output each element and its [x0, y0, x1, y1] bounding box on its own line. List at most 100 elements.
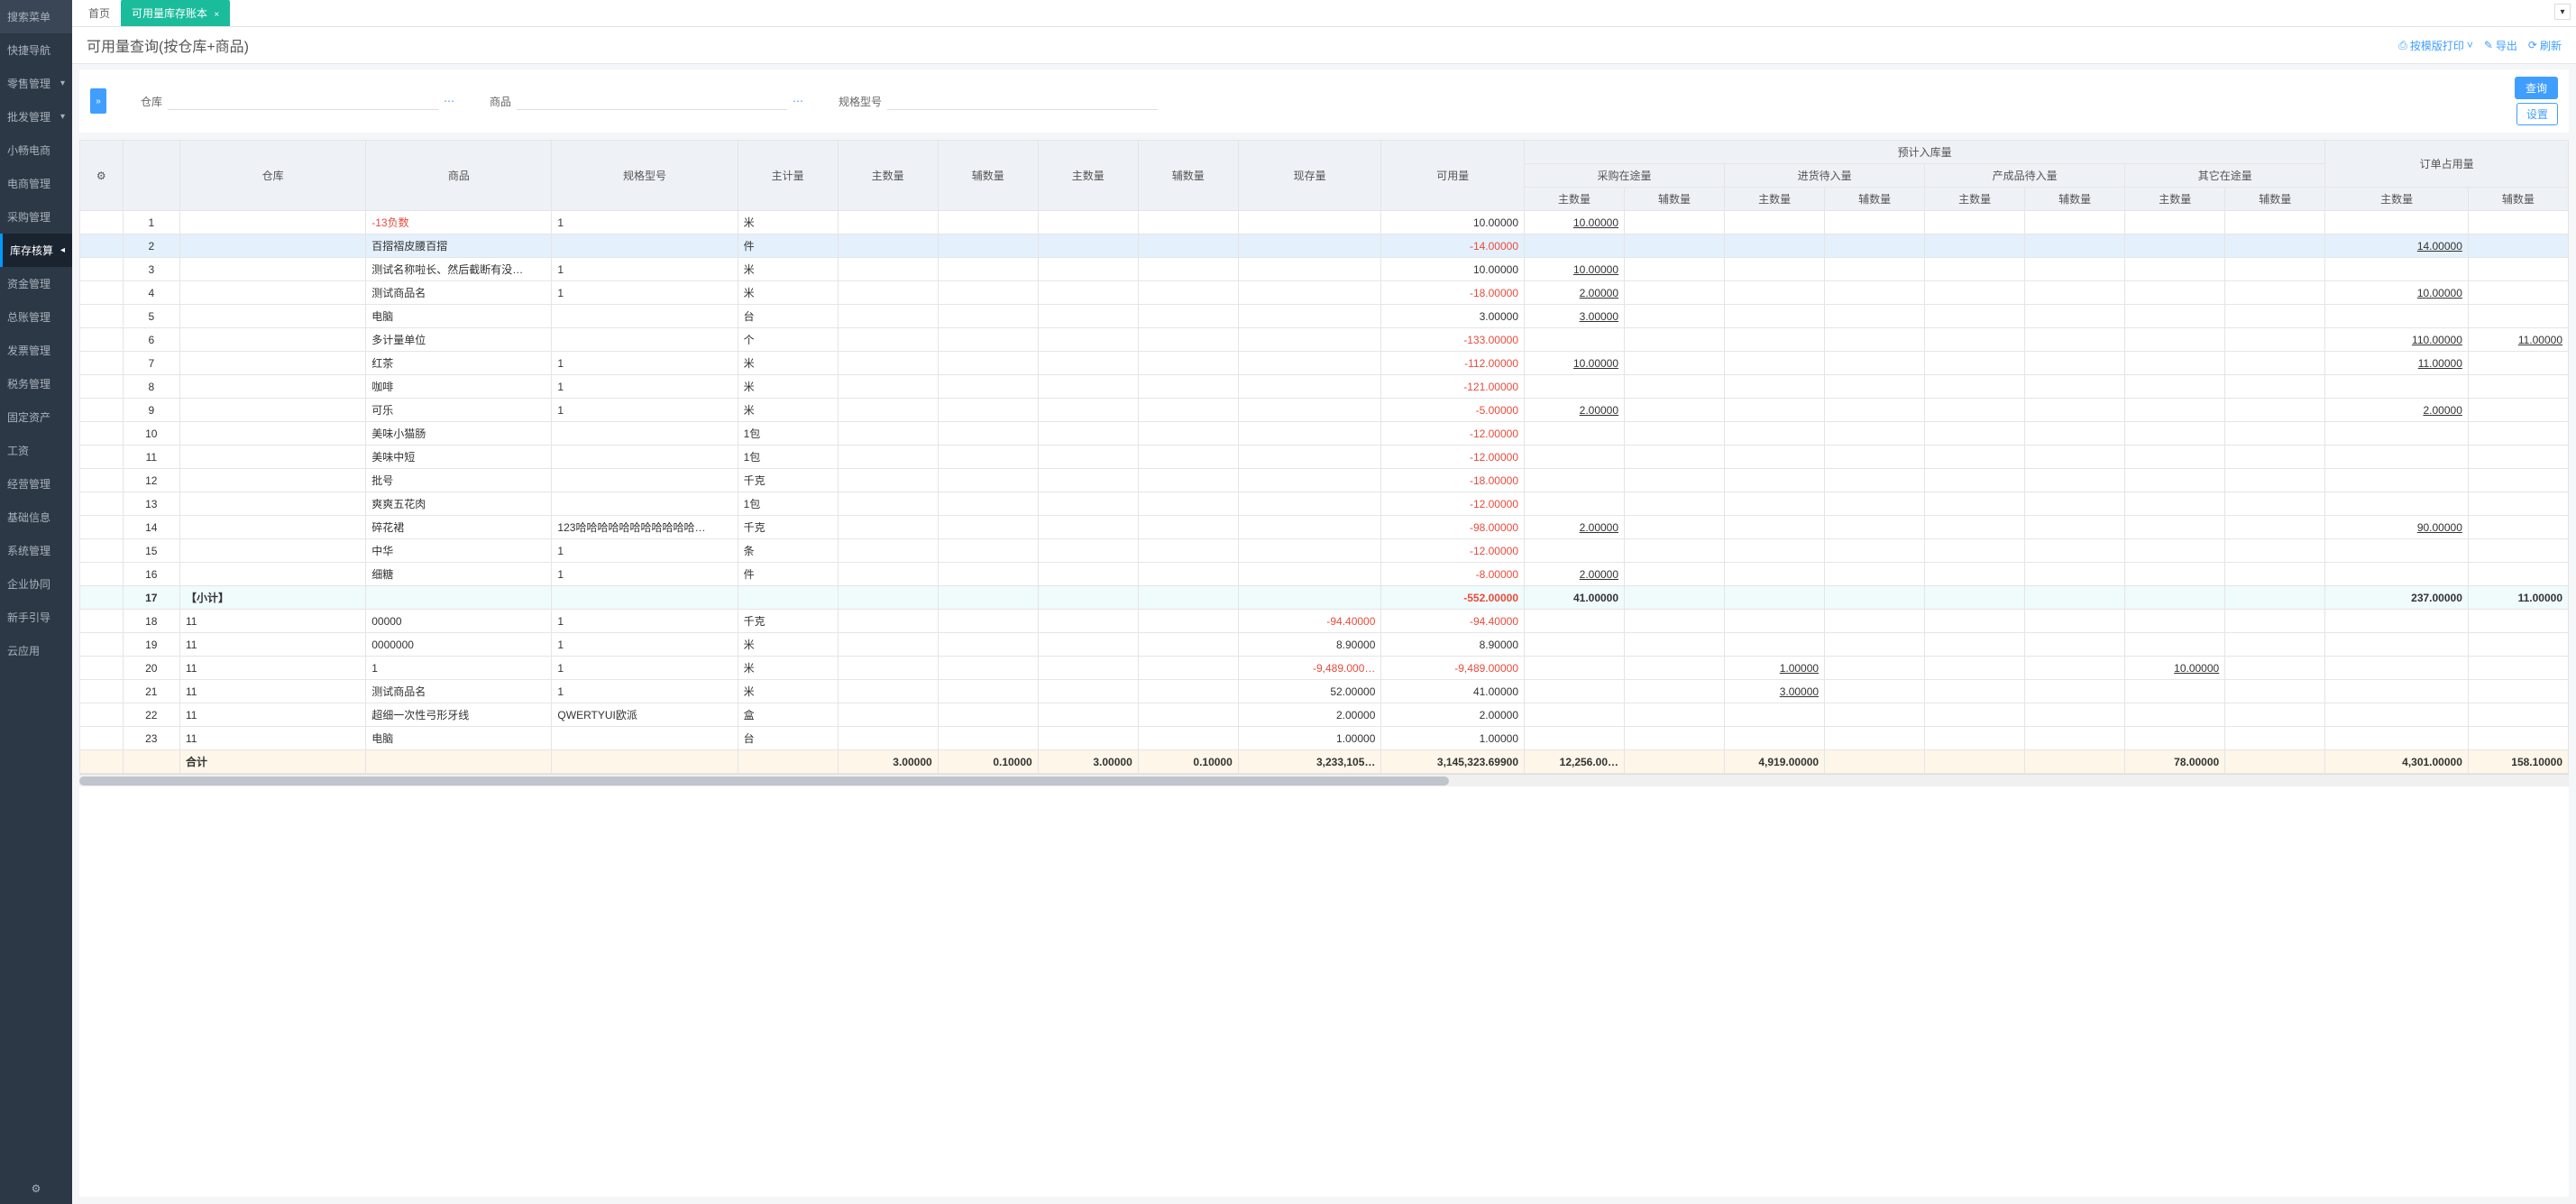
scrollbar-thumb[interactable] — [79, 777, 1449, 786]
filter-product-input[interactable] — [517, 93, 787, 110]
table-row[interactable]: 17【小计】-552.0000041.00000237.0000011.0000… — [80, 586, 2569, 610]
table-row[interactable]: 2211超细一次性弓形牙线QWERTYUI欧派盒2.000002.00000 — [80, 703, 2569, 727]
table-row[interactable]: 201111米-9,489.000…-9,489.000001.0000010.… — [80, 657, 2569, 680]
sidebar-item[interactable]: 小畅电商 — [0, 133, 72, 167]
col-warehouse[interactable]: 仓库 — [180, 141, 366, 211]
col-product[interactable]: 商品 — [366, 141, 552, 211]
lookup-icon[interactable]: ⋯ — [793, 95, 804, 107]
expand-filter-button[interactable]: » — [90, 88, 106, 114]
sidebar-item[interactable]: 经营管理 — [0, 467, 72, 501]
link-value[interactable]: 2.00000 — [1580, 568, 1618, 581]
sidebar-item[interactable]: 资金管理 — [0, 267, 72, 300]
table-row[interactable]: 2311电脑台1.000001.00000 — [80, 727, 2569, 750]
cell — [1038, 680, 1138, 703]
table-row[interactable]: 5电脑台3.000003.00000 — [80, 305, 2569, 328]
col-arrival-pending[interactable]: 进货待入量 — [1725, 164, 1925, 188]
col-usable[interactable]: 可用量 — [1381, 141, 1525, 211]
query-button[interactable]: 查询 — [2515, 77, 2558, 99]
table-row[interactable]: 3测试名称啦长、然后截断有没…1米10.0000010.00000 — [80, 258, 2569, 281]
lookup-icon[interactable]: ⋯ — [444, 95, 455, 107]
cell — [1038, 422, 1138, 446]
link-value[interactable]: 10.00000 — [1573, 357, 1618, 370]
sidebar-item[interactable]: 税务管理 — [0, 367, 72, 400]
col-finished-pending[interactable]: 产成品待入量 — [1925, 164, 2125, 188]
sidebar-item[interactable]: 工资 — [0, 434, 72, 467]
table-row[interactable]: 11美味中短1包-12.00000 — [80, 446, 2569, 469]
link-value[interactable]: 2.00000 — [1580, 521, 1618, 534]
sidebar-item[interactable]: 采购管理 — [0, 200, 72, 234]
table-row[interactable]: 13爽爽五花肉1包-12.00000 — [80, 492, 2569, 516]
col-main-qty[interactable]: 主数量 — [838, 141, 938, 211]
gear-header[interactable]: ⚙ — [80, 141, 124, 211]
link-value[interactable]: 14.00000 — [2417, 240, 2462, 253]
table-row[interactable]: 2111测试商品名1米52.0000041.000003.00000 — [80, 680, 2569, 703]
sidebar-item[interactable]: 批发管理▾ — [0, 100, 72, 133]
table-row[interactable]: 4测试商品名1米-18.000002.0000010.00000 — [80, 281, 2569, 305]
col-order-occupy[interactable]: 订单占用量 — [2325, 141, 2569, 188]
table-row[interactable]: 8咖啡1米-121.00000 — [80, 375, 2569, 399]
sidebar-item[interactable]: 搜索菜单 — [0, 0, 72, 33]
settings-button[interactable]: 设置 — [2516, 103, 2558, 125]
sidebar-gear-icon[interactable]: ⚙ — [0, 1173, 72, 1204]
cell: 件 — [738, 563, 838, 586]
table-row[interactable]: 15中华1条-12.00000 — [80, 539, 2569, 563]
link-value[interactable]: 110.00000 — [2412, 334, 2462, 346]
tab-menu-icon[interactable]: ▾ — [2554, 4, 2571, 20]
refresh-button[interactable]: ⟳刷新 — [2528, 38, 2562, 53]
col-stock[interactable]: 现存量 — [1238, 141, 1381, 211]
horizontal-scrollbar[interactable] — [79, 774, 2569, 786]
sidebar-item[interactable]: 零售管理▾ — [0, 67, 72, 100]
col-other-transit[interactable]: 其它在途量 — [2125, 164, 2325, 188]
link-value[interactable]: 10.00000 — [1573, 263, 1618, 276]
col-aux-qty2[interactable]: 辅数量 — [1138, 141, 1238, 211]
link-value[interactable]: 3.00000 — [1780, 685, 1819, 698]
link-value[interactable]: 3.00000 — [1580, 310, 1618, 323]
sidebar-item[interactable]: 电商管理 — [0, 167, 72, 200]
col-spec[interactable]: 规格型号 — [552, 141, 738, 211]
link-value[interactable]: 90.00000 — [2417, 521, 2462, 534]
sidebar-item[interactable]: 基础信息 — [0, 501, 72, 534]
table-row[interactable]: 10美味小猫肠1包-12.00000 — [80, 422, 2569, 446]
link-value[interactable]: 2.00000 — [2423, 404, 2461, 417]
table-row[interactable]: 191100000001米8.900008.90000 — [80, 633, 2569, 657]
tab-home[interactable]: 首页 — [78, 0, 121, 26]
table-row[interactable]: 1-13负数1米10.0000010.00000 — [80, 211, 2569, 234]
print-button[interactable]: ⎙按模版打印˅ — [2398, 38, 2473, 53]
filter-spec-input[interactable] — [887, 93, 1158, 110]
table-row[interactable]: 2百摺褶皮腰百摺件-14.0000014.00000 — [80, 234, 2569, 258]
export-button[interactable]: ✎导出 — [2484, 38, 2517, 53]
link-value[interactable]: 2.00000 — [1580, 404, 1618, 417]
table-row[interactable]: 16细糖1件-8.000002.00000 — [80, 563, 2569, 586]
sidebar-item[interactable]: 快捷导航 — [0, 33, 72, 67]
close-icon[interactable]: × — [214, 10, 219, 20]
sidebar-item[interactable]: 系统管理 — [0, 534, 72, 567]
col-main-qty2[interactable]: 主数量 — [1038, 141, 1138, 211]
table-row[interactable]: 7红茶1米-112.0000010.0000011.00000 — [80, 352, 2569, 375]
link-value[interactable]: 1.00000 — [1780, 662, 1819, 675]
sidebar-item[interactable]: 云应用 — [0, 634, 72, 667]
col-purchase-transit[interactable]: 采购在途量 — [1525, 164, 1725, 188]
col-aux-qty[interactable]: 辅数量 — [938, 141, 1038, 211]
link-value[interactable]: 10.00000 — [2174, 662, 2219, 675]
tab-active[interactable]: 可用量库存账本 × — [121, 0, 230, 26]
col-main-unit[interactable]: 主计量 — [738, 141, 838, 211]
sidebar-item[interactable]: 总账管理 — [0, 300, 72, 334]
table-row[interactable]: 14碎花裙123哈哈哈哈哈哈哈哈哈哈哈…千克-98.000002.0000090… — [80, 516, 2569, 539]
col-expected-in[interactable]: 预计入库量 — [1525, 141, 2325, 164]
sidebar-item[interactable]: 企业协同 — [0, 567, 72, 601]
link-value[interactable]: 11.00000 — [2518, 334, 2562, 346]
sidebar-item[interactable]: 固定资产 — [0, 400, 72, 434]
sidebar-item[interactable]: 新手引导 — [0, 601, 72, 634]
table-row[interactable]: 6多计量单位个-133.00000110.0000011.00000 — [80, 328, 2569, 352]
table-row[interactable]: 9可乐1米-5.000002.000002.00000 — [80, 399, 2569, 422]
link-value[interactable]: 11.00000 — [2418, 357, 2462, 370]
sidebar-item[interactable]: 库存核算◂ — [0, 234, 72, 267]
link-value[interactable]: 10.00000 — [2417, 287, 2462, 299]
sidebar-item[interactable]: 发票管理 — [0, 334, 72, 367]
filter-warehouse-input[interactable] — [168, 93, 438, 110]
link-value[interactable]: 2.00000 — [1580, 287, 1618, 299]
table-row[interactable]: 12批号千克-18.00000 — [80, 469, 2569, 492]
table-row[interactable]: 1811000001千克-94.40000-94.40000 — [80, 610, 2569, 633]
link-value[interactable]: 10.00000 — [1573, 216, 1618, 229]
cell — [1038, 492, 1138, 516]
